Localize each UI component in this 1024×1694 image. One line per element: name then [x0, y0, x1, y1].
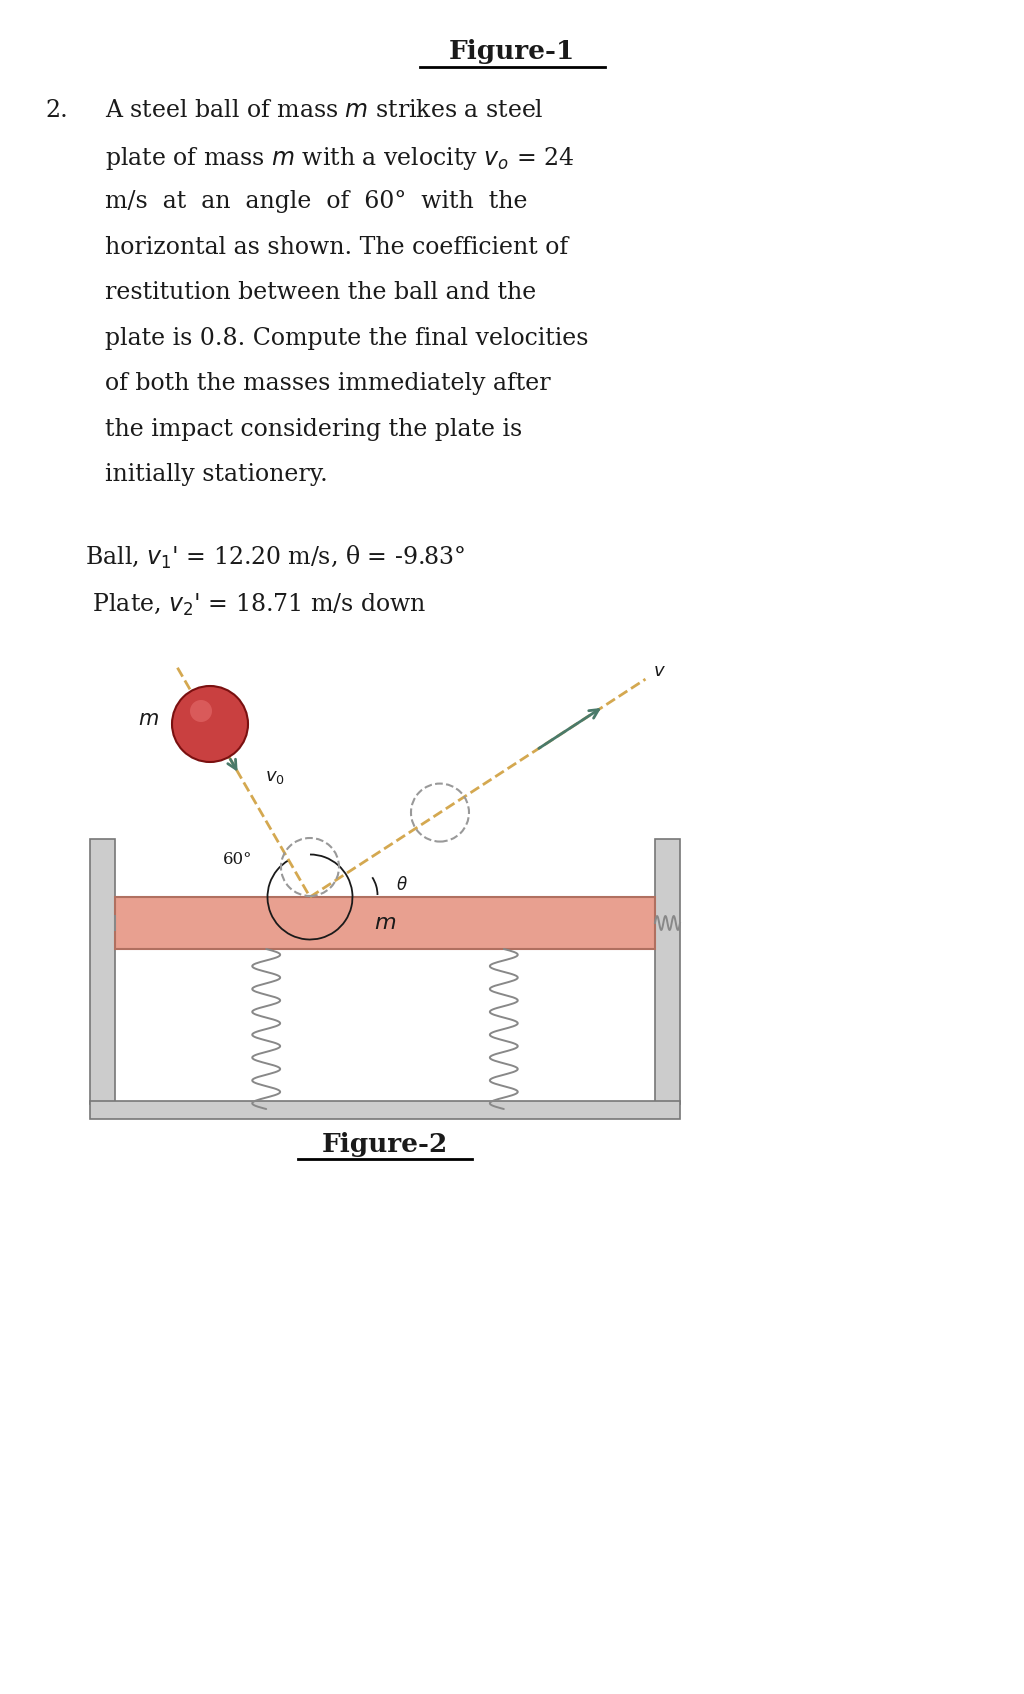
Text: $v$: $v$ [653, 662, 667, 681]
Text: Ball, $v_1$' = 12.20 m/s, θ = -9.83°: Ball, $v_1$' = 12.20 m/s, θ = -9.83° [85, 544, 466, 571]
Text: restitution between the ball and the: restitution between the ball and the [105, 281, 537, 303]
Text: plate is 0.8. Compute the final velocities: plate is 0.8. Compute the final velociti… [105, 327, 589, 349]
Text: $m$: $m$ [137, 710, 159, 728]
Text: $v_0$: $v_0$ [265, 767, 285, 786]
Text: horizontal as shown. The coefficient of: horizontal as shown. The coefficient of [105, 235, 568, 259]
Circle shape [190, 700, 212, 722]
Bar [655, 839, 680, 1104]
Bar [115, 898, 655, 949]
Text: Plate, $v_2$' = 18.71 m/s down: Plate, $v_2$' = 18.71 m/s down [85, 591, 426, 618]
Text: Figure-2: Figure-2 [322, 1132, 449, 1157]
Text: $\theta$: $\theta$ [396, 876, 408, 894]
Bar [90, 839, 115, 1104]
Text: m/s  at  an  angle  of  60°  with  the: m/s at an angle of 60° with the [105, 190, 527, 213]
Bar [90, 1101, 680, 1120]
Text: 60°: 60° [223, 850, 253, 867]
Text: A steel ball of mass $m$ strikes a steel: A steel ball of mass $m$ strikes a steel [105, 98, 544, 122]
Text: the impact considering the plate is: the impact considering the plate is [105, 417, 522, 440]
Circle shape [172, 686, 248, 762]
Text: Figure-1: Figure-1 [449, 39, 575, 64]
Text: $m$: $m$ [374, 911, 396, 933]
Text: plate of mass $m$ with a velocity $v_o$ = 24: plate of mass $m$ with a velocity $v_o$ … [105, 144, 574, 171]
Text: 2.: 2. [45, 98, 68, 122]
Text: initially stationery.: initially stationery. [105, 462, 328, 486]
Text: of both the masses immediately after: of both the masses immediately after [105, 373, 551, 395]
